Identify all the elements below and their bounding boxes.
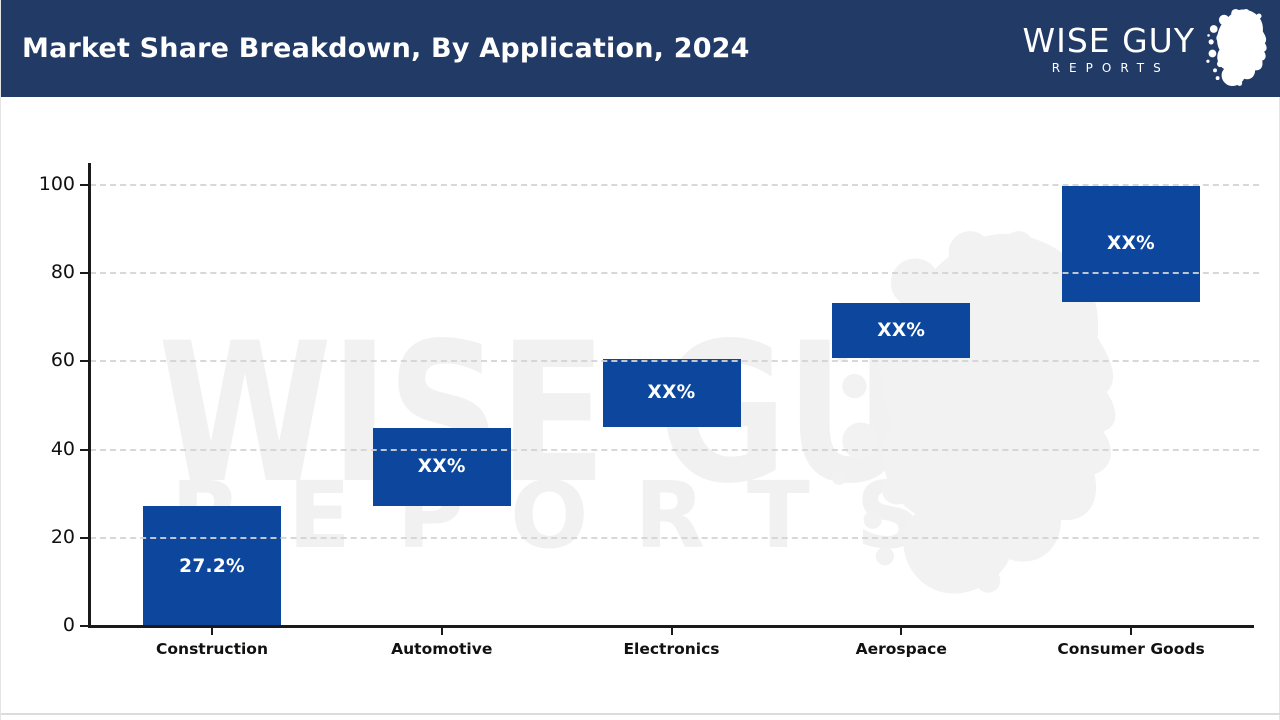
x-tickmark: [670, 627, 673, 635]
y-tick-label: 80: [50, 261, 75, 284]
y-tick-label: 100: [38, 173, 75, 195]
y-tickmark: [80, 184, 89, 186]
y-tickmark: [80, 360, 89, 363]
y-tickmark: [80, 625, 89, 627]
gridline-20: [90, 536, 1259, 539]
bar-value-label: XX%: [647, 382, 696, 404]
bar-aerospace: XX%: [832, 303, 971, 358]
y-tick-label: 40: [50, 437, 75, 460]
x-category-label: Consumer Goods: [1057, 640, 1205, 658]
x-category-label: Aerospace: [855, 640, 947, 658]
y-tick-label: 0: [62, 614, 75, 636]
bar-value-label: XX%: [1107, 233, 1155, 255]
y-axis-line: [88, 163, 91, 627]
bar-automotive: XX%: [372, 427, 511, 507]
x-tickmark: [900, 627, 903, 635]
y-tick-label: 20: [50, 525, 75, 548]
x-category-label: Construction: [156, 640, 268, 658]
gridline-100: [90, 184, 1259, 186]
y-tickmark: [80, 272, 89, 275]
y-tickmark: [80, 536, 89, 539]
gridline-80: [90, 272, 1259, 275]
x-category-label: Automotive: [391, 640, 493, 658]
x-tickmark: [1130, 627, 1132, 635]
x-tickmark: [211, 627, 213, 635]
logo-wordmark: WISE GUY: [1022, 20, 1195, 60]
bar-value-label: XX%: [417, 456, 466, 478]
gridline-40: [90, 448, 1259, 451]
y-tickmark: [80, 448, 89, 451]
bar-construction: 27.2%: [143, 506, 281, 626]
watermark-subtext: REPORTS: [171, 462, 969, 569]
chart-title: Market Share Breakdown, By Application, …: [22, 33, 750, 64]
y-tick-label: 60: [50, 349, 75, 372]
plot-area: WISE GUY REPORTS 0 20 40 60 80 100 27.2% Constr…: [1, 97, 1280, 714]
wise-guy-logo: WISE GUY REPORTS: [1022, 6, 1273, 92]
logo-subtext: REPORTS: [1051, 60, 1170, 75]
header-bar: Market Share Breakdown, By Application, …: [1, 0, 1280, 97]
bar-value-label: 27.2%: [179, 555, 245, 577]
x-axis-line: [88, 625, 1254, 628]
bar-consumer-goods: XX%: [1062, 185, 1200, 302]
x-tickmark: [440, 627, 443, 635]
wise-guy-head-icon: [1206, 8, 1267, 87]
bottom-hairline: [1, 713, 1280, 715]
x-category-label: Electronics: [623, 640, 720, 658]
bar-value-label: XX%: [877, 320, 926, 342]
gridline-60: [90, 360, 1259, 363]
bar-electronics: XX%: [602, 359, 741, 427]
